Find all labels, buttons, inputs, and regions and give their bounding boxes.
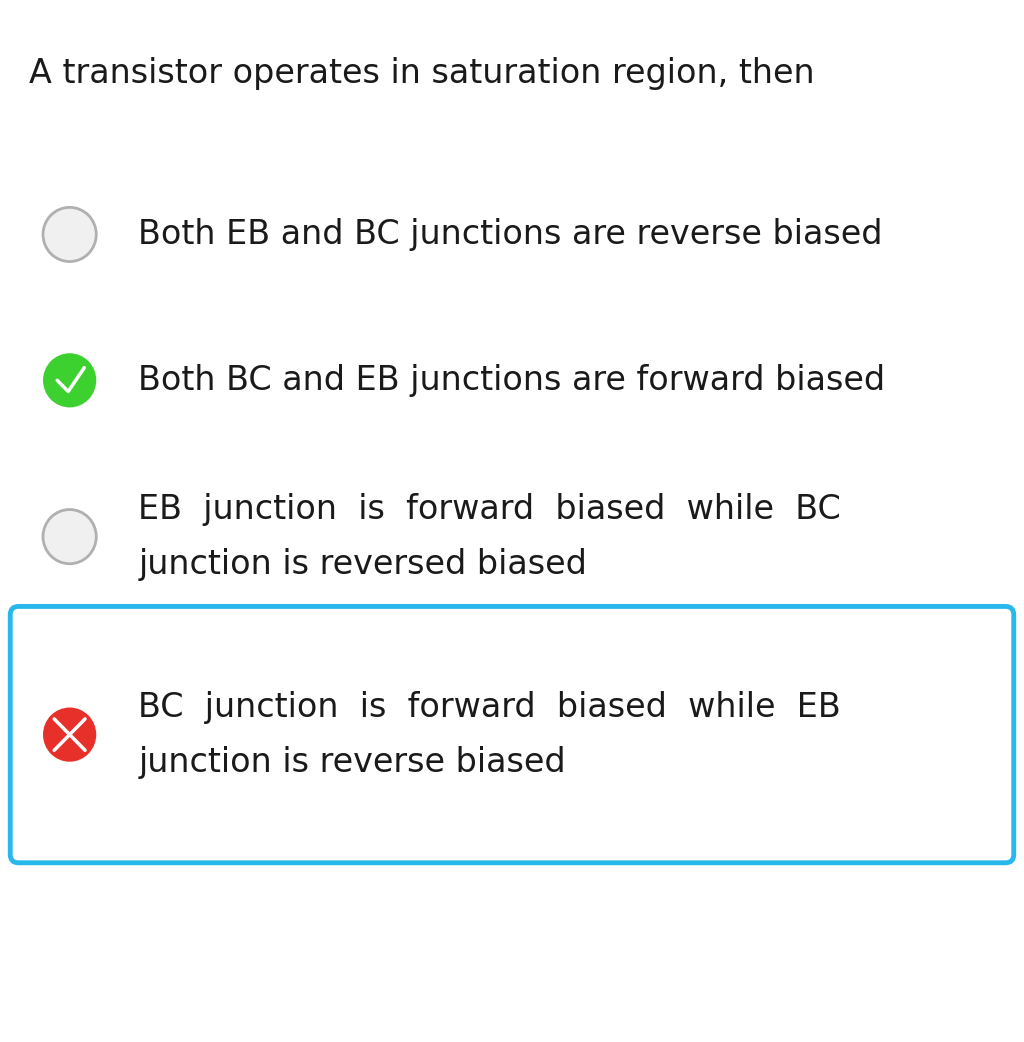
Circle shape [43,510,96,564]
Text: A transistor operates in saturation region, then: A transistor operates in saturation regi… [29,57,814,91]
Circle shape [43,207,96,262]
Text: Both EB and BC junctions are reverse biased: Both EB and BC junctions are reverse bia… [138,218,883,251]
Text: Both BC and EB junctions are forward biased: Both BC and EB junctions are forward bia… [138,364,886,397]
Circle shape [43,708,96,762]
Text: junction is reversed biased: junction is reversed biased [138,548,587,580]
FancyBboxPatch shape [10,606,1014,863]
Text: junction is reverse biased: junction is reverse biased [138,746,566,778]
Text: BC  junction  is  forward  biased  while  EB: BC junction is forward biased while EB [138,691,841,723]
Text: EB  junction  is  forward  biased  while  BC: EB junction is forward biased while BC [138,493,841,525]
Circle shape [43,353,96,407]
